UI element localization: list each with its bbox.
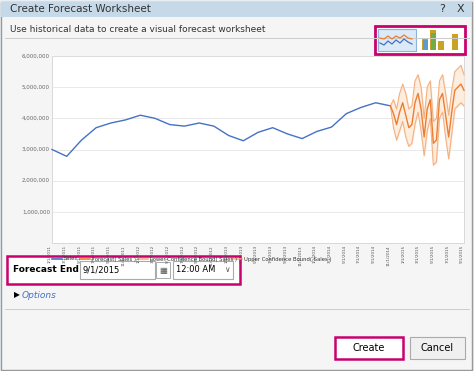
FancyBboxPatch shape <box>156 262 170 278</box>
Text: 11/1/2012: 11/1/2012 <box>210 245 214 266</box>
FancyBboxPatch shape <box>173 261 233 279</box>
Text: 3/1/2015: 3/1/2015 <box>416 245 420 263</box>
Text: 7/1/2014: 7/1/2014 <box>357 245 361 263</box>
Text: 7/1/2013: 7/1/2013 <box>269 245 273 263</box>
Text: 5,000,000: 5,000,000 <box>22 85 50 90</box>
FancyBboxPatch shape <box>422 38 428 50</box>
Text: 11/1/2014: 11/1/2014 <box>386 245 391 266</box>
Text: 6,000,000: 6,000,000 <box>22 53 50 59</box>
Text: 1/1/2013: 1/1/2013 <box>225 245 228 263</box>
Text: Sales: Sales <box>64 256 78 262</box>
Text: 3,000,000: 3,000,000 <box>22 147 50 152</box>
Text: 9/1/2011: 9/1/2011 <box>107 245 111 263</box>
Text: ▦: ▦ <box>159 266 167 275</box>
FancyBboxPatch shape <box>375 26 465 54</box>
Text: X: X <box>456 4 464 14</box>
Text: 1/1/2012: 1/1/2012 <box>137 245 140 263</box>
FancyBboxPatch shape <box>378 29 416 51</box>
FancyBboxPatch shape <box>431 33 436 50</box>
Text: 5/1/2011: 5/1/2011 <box>77 245 82 263</box>
Text: 1/1/2015: 1/1/2015 <box>401 245 405 263</box>
Text: 5/1/2014: 5/1/2014 <box>342 245 346 263</box>
Text: 1/1/2014: 1/1/2014 <box>313 245 317 263</box>
Text: Cancel: Cancel <box>421 343 454 353</box>
Text: Use historical data to create a visual forecast worksheet: Use historical data to create a visual f… <box>10 24 265 33</box>
Text: 1/1/2011: 1/1/2011 <box>48 245 52 263</box>
Text: Create Forecast Worksheet: Create Forecast Worksheet <box>10 4 151 14</box>
Text: 9/1/2015: 9/1/2015 <box>83 266 120 275</box>
Text: 5/1/2012: 5/1/2012 <box>166 245 170 263</box>
Text: 3/1/2011: 3/1/2011 <box>63 245 67 263</box>
Text: Forecast End: Forecast End <box>13 266 79 275</box>
Text: Create: Create <box>353 343 385 353</box>
FancyBboxPatch shape <box>80 261 155 279</box>
Text: ▶: ▶ <box>14 290 20 299</box>
Text: 5/1/2015: 5/1/2015 <box>430 245 435 263</box>
FancyBboxPatch shape <box>439 42 444 50</box>
Text: 2,000,000: 2,000,000 <box>22 178 50 183</box>
FancyBboxPatch shape <box>1 2 472 17</box>
Text: Forecast( Sales ): Forecast( Sales ) <box>92 256 136 262</box>
Text: 1,000,000: 1,000,000 <box>22 209 50 214</box>
Text: 12:00 AM: 12:00 AM <box>176 266 215 275</box>
Text: 3/1/2012: 3/1/2012 <box>151 245 155 263</box>
Text: 7/1/2015: 7/1/2015 <box>445 245 449 263</box>
Text: 7/1/2011: 7/1/2011 <box>92 245 96 263</box>
FancyBboxPatch shape <box>430 30 436 50</box>
FancyBboxPatch shape <box>452 34 458 50</box>
Text: 11/1/2013: 11/1/2013 <box>298 245 302 266</box>
Text: ?: ? <box>439 4 445 14</box>
Text: 9/1/2015: 9/1/2015 <box>460 245 464 263</box>
Text: 11/1/2011: 11/1/2011 <box>121 245 126 266</box>
FancyBboxPatch shape <box>410 337 465 359</box>
Text: Lower Confidence Bound( Sales ): Lower Confidence Bound( Sales ) <box>150 256 237 262</box>
Text: 3/1/2014: 3/1/2014 <box>328 245 332 263</box>
Text: 7/1/2012: 7/1/2012 <box>181 245 184 263</box>
Text: Options: Options <box>22 290 57 299</box>
Text: 9/1/2014: 9/1/2014 <box>372 245 376 263</box>
Text: Upper Confidence Bound( Sales ): Upper Confidence Bound( Sales ) <box>244 256 332 262</box>
Text: 5/1/2013: 5/1/2013 <box>254 245 258 263</box>
Text: ∨: ∨ <box>224 266 230 275</box>
Text: 9/1/2013: 9/1/2013 <box>283 245 287 263</box>
Text: 4,000,000: 4,000,000 <box>22 116 50 121</box>
FancyBboxPatch shape <box>438 41 444 50</box>
FancyBboxPatch shape <box>335 337 403 359</box>
FancyBboxPatch shape <box>423 40 428 50</box>
FancyBboxPatch shape <box>7 256 240 284</box>
FancyBboxPatch shape <box>52 56 464 243</box>
Text: 3/1/2013: 3/1/2013 <box>239 245 243 263</box>
Text: 9/1/2012: 9/1/2012 <box>195 245 199 263</box>
